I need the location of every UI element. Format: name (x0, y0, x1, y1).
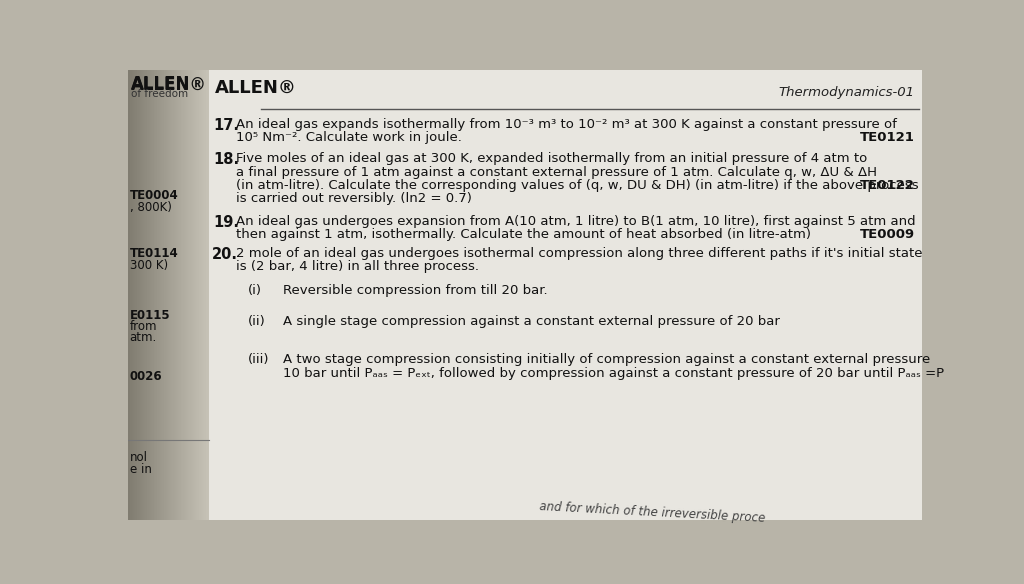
Text: 18.: 18. (213, 152, 240, 168)
Text: 19.: 19. (213, 215, 240, 230)
Text: then against 1 atm, isothermally. Calculate the amount of heat absorbed (in litr: then against 1 atm, isothermally. Calcul… (237, 228, 811, 241)
Text: (in atm-litre). Calculate the corresponding values of (q, w, DU & DH) (in atm-li: (in atm-litre). Calculate the correspond… (237, 179, 920, 192)
Bar (209, 70, 922, 520)
Text: 10 bar until Pₐₐₛ = Pₑₓₜ, followed by compression against a constant pressure of: 10 bar until Pₐₐₛ = Pₑₓₜ, followed by co… (283, 367, 944, 380)
Text: 0026: 0026 (130, 370, 162, 383)
Text: A single stage compression against a constant external pressure of 20 bar: A single stage compression against a con… (283, 315, 780, 328)
Text: , 800K): , 800K) (130, 201, 171, 214)
Text: A two stage compression consisting initially of compression against a constant e: A two stage compression consisting initi… (283, 353, 930, 366)
Text: is carried out reversibly. (ln2 = 0.7): is carried out reversibly. (ln2 = 0.7) (237, 192, 472, 205)
Text: Thermodynamics-01: Thermodynamics-01 (778, 86, 914, 99)
Text: An ideal gas undergoes expansion from A(10 atm, 1 litre) to B(1 atm, 10 litre), : An ideal gas undergoes expansion from A(… (237, 215, 916, 228)
Text: TE0009: TE0009 (859, 228, 914, 241)
Text: is (2 bar, 4 litre) in all three process.: is (2 bar, 4 litre) in all three process… (237, 260, 479, 273)
Text: (i): (i) (248, 284, 262, 297)
Text: TE0122: TE0122 (860, 179, 914, 192)
Text: and for which of the irreversible proce: and for which of the irreversible proce (539, 500, 765, 524)
Text: 17.: 17. (213, 118, 240, 133)
Text: Reversible compression from till 20 bar.: Reversible compression from till 20 bar. (283, 284, 548, 297)
Text: 10⁵ Nm⁻². Calculate work in joule.: 10⁵ Nm⁻². Calculate work in joule. (237, 131, 463, 144)
Text: of freedom: of freedom (131, 89, 188, 99)
Text: TE0114: TE0114 (130, 247, 178, 260)
Text: (ii): (ii) (248, 315, 266, 328)
Text: An ideal gas expands isothermally from 10⁻³ m³ to 10⁻² m³ at 300 K against a con: An ideal gas expands isothermally from 1… (237, 118, 897, 131)
Text: TE0004: TE0004 (130, 189, 178, 203)
Text: TE0121: TE0121 (860, 131, 914, 144)
Text: Five moles of an ideal gas at 300 K, expanded isothermally from an initial press: Five moles of an ideal gas at 300 K, exp… (237, 152, 867, 165)
Text: ALLEN®: ALLEN® (215, 79, 297, 97)
Text: nol: nol (130, 451, 147, 464)
Text: (iii): (iii) (248, 353, 269, 366)
Text: e in: e in (130, 463, 152, 476)
Text: ALLEN®: ALLEN® (131, 75, 207, 93)
Text: a final pressure of 1 atm against a constant external pressure of 1 atm. Calcula: a final pressure of 1 atm against a cons… (237, 165, 878, 179)
Text: E0115: E0115 (130, 309, 170, 322)
Text: from: from (130, 321, 157, 333)
Text: 300 K): 300 K) (130, 259, 168, 272)
Text: 20.: 20. (212, 247, 238, 262)
Text: ALLEN: ALLEN (131, 75, 190, 93)
Text: 2 mole of an ideal gas undergoes isothermal compression along three different pa: 2 mole of an ideal gas undergoes isother… (237, 247, 923, 260)
Text: atm.: atm. (130, 331, 157, 344)
